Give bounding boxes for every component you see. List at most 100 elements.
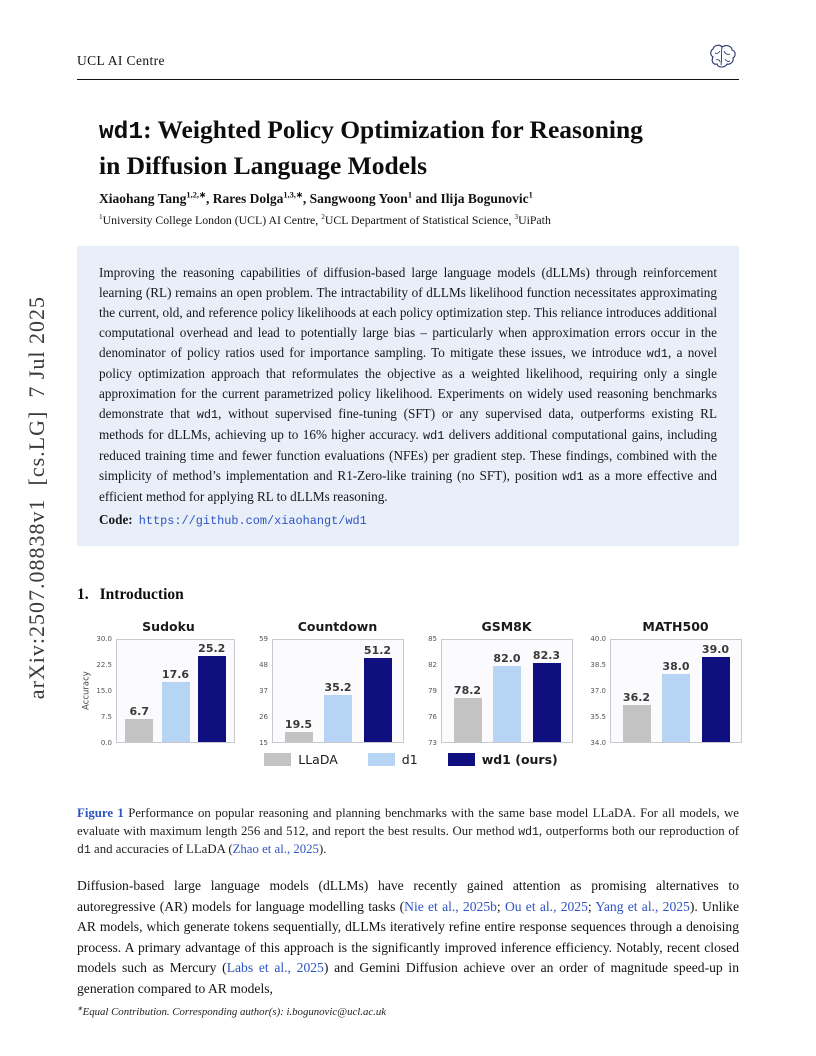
- chart-legend: LLaDA d1 wd1 (ours): [80, 752, 742, 767]
- y-axis: 34.0 35.5 37.0 38.5 40.0: [587, 635, 610, 747]
- bar-value-label: 35.2: [324, 681, 352, 695]
- citation-link[interactable]: Nie et al., 2025b: [404, 898, 497, 914]
- y-axis: 73 76 79 82 85: [418, 635, 441, 747]
- y-tick-label: 79: [428, 687, 437, 695]
- text-segment: ) and Gemini Diffusion achieve over an o…: [77, 960, 739, 996]
- text-segment: ). Unlike AR models, which generate toke…: [77, 898, 740, 976]
- y-tick-label: 22.5: [96, 661, 112, 669]
- y-tick-label: 85: [428, 635, 437, 643]
- bar-wd1-ours: 82.3: [532, 649, 561, 742]
- text-segment: wd1: [422, 429, 445, 443]
- text-segment: Ilija Bogunovic: [440, 191, 529, 206]
- y-tick-label: 37.0: [590, 687, 606, 695]
- text-segment: wd1: [196, 408, 219, 422]
- text-segment: Figure 1: [77, 806, 124, 820]
- y-tick-label: 30.0: [96, 635, 112, 643]
- bar-charts: Sudoku Accuracy 0.0 7.5 15.0 22.5 30.0 6.7 17.6 2…: [80, 619, 742, 747]
- text-segment: ).: [318, 842, 327, 857]
- footnote-marker: ∗: [77, 1005, 83, 1013]
- bar-value-label: 82.0: [493, 651, 521, 665]
- legend-swatch: [264, 753, 292, 766]
- y-tick-label: 73: [428, 739, 437, 747]
- chart-title: MATH500: [642, 619, 709, 634]
- citation-link[interactable]: Zhao et al., 2025: [232, 842, 319, 857]
- text-segment: ,: [302, 191, 310, 206]
- text-segment: Improving the reasoning capabilities of …: [99, 265, 717, 360]
- text-segment: Xiaohang Tang: [99, 191, 187, 206]
- bar-llada: 6.7: [125, 705, 154, 742]
- text-segment: , without supervised fine-tuning (SFT) o…: [99, 406, 717, 442]
- plot-area: 6.7 17.6 25.2: [116, 639, 235, 743]
- text-segment: ,: [205, 191, 213, 206]
- bar-value-label: 19.5: [284, 717, 313, 731]
- legend-item: wd1 (ours): [447, 752, 558, 767]
- y-tick-label: 15: [259, 739, 268, 747]
- section-heading-introduction: 1. Introduction: [77, 586, 184, 604]
- text-segment: as a more effective and efficient method…: [99, 468, 717, 504]
- bar-value-label: 78.2: [453, 683, 482, 697]
- bar-d1: 38.0: [662, 660, 690, 742]
- bar-wd1-ours: 51.2: [363, 644, 392, 742]
- y-tick-label: 48: [259, 661, 268, 669]
- y-axis: 15 26 37 48 59: [249, 635, 272, 747]
- section-title: Introduction: [99, 586, 184, 603]
- affiliations-line: 1University College London (UCL) AI Cent…: [99, 213, 551, 228]
- text-segment: 1,3,∗: [283, 190, 303, 200]
- text-segment: d1: [77, 844, 91, 858]
- y-tick-label: 0.0: [100, 739, 112, 747]
- bar-wd1-ours: 39.0: [701, 643, 730, 742]
- chart-title: GSM8K: [481, 619, 532, 634]
- abstract-text: Improving the reasoning capabilities of …: [99, 263, 717, 507]
- code-line: Code: https://github.com/xiaohangt/wd1: [99, 510, 717, 531]
- text-segment: ;: [496, 898, 505, 914]
- y-tick-label: 26: [259, 713, 268, 721]
- text-segment: wd1: [99, 119, 144, 146]
- y-tick-label: 82: [428, 661, 437, 669]
- code-label: Code:: [99, 512, 133, 527]
- y-tick-label: 37: [259, 687, 268, 695]
- text-segment: ;: [587, 898, 596, 914]
- bar-llada: 36.2: [622, 691, 651, 742]
- brain-logo-icon: [703, 42, 739, 72]
- citation-link[interactable]: Ou et al., 2025: [504, 898, 588, 914]
- text-segment: Rares Dolga: [212, 191, 284, 206]
- bar-value-label: 25.2: [198, 642, 226, 656]
- y-tick-label: 15.0: [96, 687, 112, 695]
- citation-link[interactable]: Labs et al., 2025: [226, 960, 324, 975]
- legend-label: wd1 (ours): [481, 752, 558, 767]
- text-segment: 1,2,∗: [186, 190, 206, 200]
- bar-value-label: 51.2: [363, 644, 392, 658]
- y-tick-label: 59: [259, 635, 268, 643]
- chart-sudoku: Sudoku Accuracy 0.0 7.5 15.0 22.5 30.0 6.7 17.6 2…: [80, 619, 235, 747]
- abstract-box: Improving the reasoning capabilities of …: [77, 246, 739, 546]
- legend-label: LLaDA: [298, 752, 338, 767]
- text-segment: 1: [407, 190, 412, 200]
- text-segment: wd1: [518, 825, 539, 839]
- chart-title: Sudoku: [142, 619, 195, 634]
- text-segment: and accuracies of LLaDA (: [90, 842, 233, 857]
- code-url-link[interactable]: https://github.com/xiaohangt/wd1: [138, 514, 367, 528]
- text-segment: University College London (UCL) AI Centr…: [102, 213, 322, 227]
- chart-gsm8k: GSM8K 73 76 79 82 85 78.2 82.0 82.3: [418, 619, 573, 747]
- citation-link[interactable]: Yang et al., 2025: [595, 898, 690, 914]
- text-segment: wd1: [562, 470, 584, 484]
- bar-value-label: 6.7: [129, 705, 150, 719]
- bar-value-label: 39.0: [701, 643, 730, 656]
- figure-1: Sudoku Accuracy 0.0 7.5 15.0 22.5 30.0 6.7 17.6 2…: [80, 619, 742, 767]
- y-tick-label: 38.5: [590, 661, 606, 669]
- text-segment: wd1: [646, 347, 669, 361]
- text-segment: UCL Department of Statistical Science,: [324, 213, 515, 227]
- bar-value-label: 38.0: [662, 660, 690, 674]
- chart-title: Countdown: [297, 619, 378, 634]
- authors-line: Xiaohang Tang1,2,∗, Rares Dolga1,3,∗, Sa…: [99, 191, 533, 207]
- text-segment: 2: [321, 212, 325, 222]
- plot-area: 78.2 82.0 82.3: [441, 639, 573, 743]
- arxiv-sidebar-label: arXiv:2507.08838v1 [cs.LG] 7 Jul 2025: [24, 296, 49, 700]
- legend-swatch: [447, 753, 475, 766]
- bar-value-label: 82.3: [532, 648, 561, 662]
- bar-value-label: 36.2: [622, 690, 651, 704]
- bar-llada: 78.2: [453, 684, 482, 742]
- y-tick-label: 76: [428, 713, 437, 721]
- plot-area: 36.2 38.0 39.0: [610, 639, 742, 743]
- plot-area: 19.5 35.2 51.2: [272, 639, 404, 743]
